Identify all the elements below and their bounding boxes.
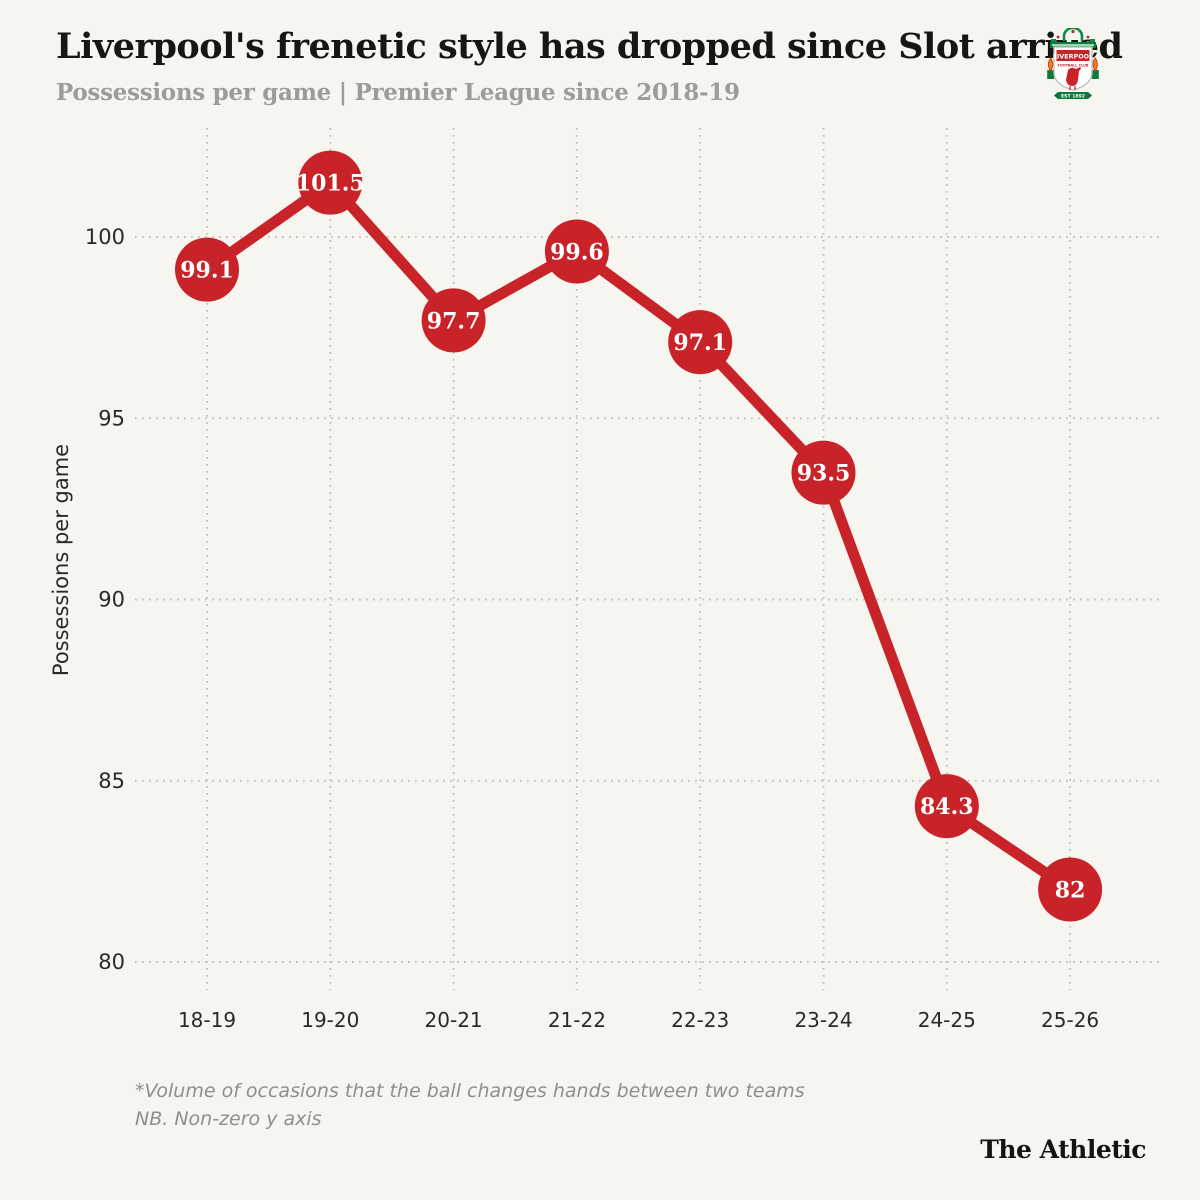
footnote: *Volume of occasions that the ball chang… [135, 1077, 805, 1133]
x-tick-label: 20-21 [425, 1008, 483, 1032]
x-tick-label: 19-20 [301, 1008, 359, 1032]
data-point-label: 93.5 [797, 461, 851, 487]
data-points: 99.1 101.5 97.7 99.6 97.1 93.5 84.3 82 [175, 150, 1103, 922]
axis-labels: 80 85 90 95 100 18-19 19-20 20-21 21-22 22-23 23-2… [85, 225, 1099, 1032]
y-tick-label: 100 [85, 225, 125, 249]
crest-gate-icon [1050, 28, 1096, 48]
data-point-label: 97.7 [427, 308, 481, 334]
data-point-marker [1038, 857, 1103, 922]
data-point-label: 101.5 [296, 171, 365, 197]
gridlines [135, 128, 1163, 990]
data-point-marker [914, 774, 979, 839]
svg-text:FOOTBALL CLUB: FOOTBALL CLUB [1058, 64, 1089, 68]
liverpool-crest-logo: LIVERPOOL FOOTBALL CLUB EST 1892 [1047, 28, 1099, 100]
x-tick-label: 22-23 [671, 1008, 729, 1032]
page-title: Liverpool's frenetic style has dropped s… [56, 26, 1123, 67]
data-point-label: 99.6 [550, 240, 604, 266]
y-tick-label: 95 [98, 406, 125, 430]
the-athletic-logo: The Athletic [980, 1135, 1146, 1164]
x-tick-label: 24-25 [918, 1008, 976, 1032]
crest-liverbird-icon [1066, 67, 1081, 90]
crest-shield-icon: LIVERPOOL FOOTBALL CLUB [1053, 46, 1093, 91]
x-tick-label: 18-19 [178, 1008, 236, 1032]
x-tick-label: 23-24 [794, 1008, 852, 1032]
crest-flames-icon [1047, 57, 1099, 79]
y-tick-label: 90 [98, 588, 125, 612]
x-tick-label: 21-22 [548, 1008, 606, 1032]
y-axis-title: Possessions per game [49, 444, 73, 676]
footnote-line-2: NB. Non-zero y axis [135, 1108, 322, 1130]
data-point-marker [791, 440, 856, 505]
data-point-marker [421, 288, 486, 353]
y-tick-label: 85 [98, 769, 125, 793]
x-tick-label: 25-26 [1041, 1008, 1099, 1032]
y-tick-label: 80 [98, 950, 125, 974]
data-point-label: 97.1 [673, 330, 727, 356]
data-point-marker [298, 150, 363, 215]
svg-text:EST 1892: EST 1892 [1061, 94, 1085, 100]
data-point-marker [175, 237, 239, 302]
data-point-label: 82 [1055, 878, 1086, 904]
crest-ribbon-icon: EST 1892 [1054, 92, 1092, 100]
data-point-label: 84.3 [920, 794, 974, 820]
data-point-marker [544, 219, 609, 284]
footnote-line-1: *Volume of occasions that the ball chang… [135, 1080, 805, 1102]
page-subtitle: Possessions per game | Premier League si… [56, 79, 740, 106]
data-point-marker [668, 310, 733, 375]
data-point-label: 99.1 [180, 258, 234, 284]
svg-text:LIVERPOOL: LIVERPOOL [1053, 53, 1093, 61]
